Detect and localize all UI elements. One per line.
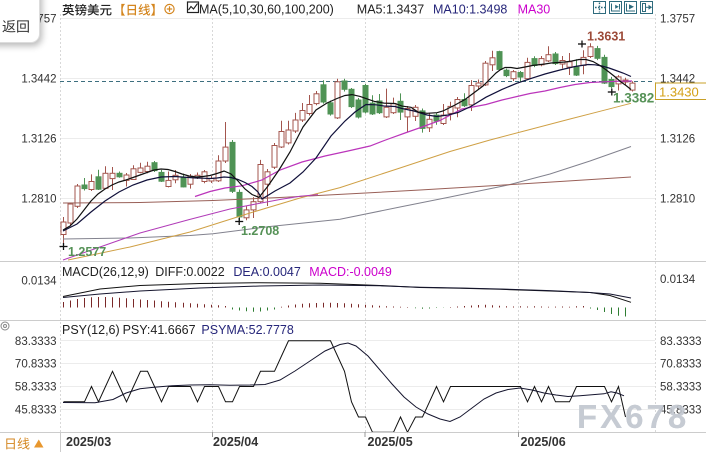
svg-text:2025/04: 2025/04: [213, 435, 258, 449]
svg-text:DIFF:0.0022: DIFF:0.0022: [155, 265, 225, 279]
svg-text:1.2577: 1.2577: [68, 245, 106, 259]
svg-text:1.3126: 1.3126: [660, 133, 695, 145]
svg-text:0.0134: 0.0134: [21, 276, 57, 288]
svg-text:83.3333: 83.3333: [660, 336, 702, 348]
svg-text:MA5:1.3437: MA5:1.3437: [357, 3, 424, 17]
svg-text:MA10:1.3498: MA10:1.3498: [433, 3, 507, 17]
svg-text:1.2810: 1.2810: [660, 193, 695, 205]
svg-text:70.8333: 70.8333: [660, 359, 702, 371]
svg-text:PSYMA:52.7778: PSYMA:52.7778: [201, 323, 293, 337]
svg-text:2025/05: 2025/05: [368, 435, 413, 449]
svg-text:45.8333: 45.8333: [660, 404, 702, 416]
svg-text:0.0134: 0.0134: [660, 274, 696, 286]
svg-text:MA30: MA30: [518, 3, 551, 17]
svg-text:83.3333: 83.3333: [15, 336, 57, 348]
svg-text:1.2810: 1.2810: [21, 193, 56, 205]
svg-text:MACD(26,12,9): MACD(26,12,9): [62, 265, 149, 279]
svg-text:1.2708: 1.2708: [241, 224, 279, 238]
svg-text:1.3430: 1.3430: [659, 84, 699, 99]
svg-text:45.8333: 45.8333: [15, 404, 57, 416]
svg-text:FX678: FX678: [577, 398, 689, 435]
svg-text:PSY:41.6667: PSY:41.6667: [123, 323, 196, 337]
svg-text:1.3382: 1.3382: [613, 91, 654, 106]
svg-text:58.3333: 58.3333: [660, 382, 702, 394]
svg-text:1.3631: 1.3631: [587, 30, 625, 44]
svg-text:1.3126: 1.3126: [21, 133, 56, 145]
svg-text:2025/06: 2025/06: [521, 435, 566, 449]
svg-text:DEA:0.0047: DEA:0.0047: [233, 265, 300, 279]
svg-text:1.3757: 1.3757: [660, 14, 695, 26]
svg-text:MACD:-0.0049: MACD:-0.0049: [309, 265, 392, 279]
svg-text:PSY(12,6): PSY(12,6): [62, 323, 120, 337]
svg-text:70.8333: 70.8333: [15, 359, 57, 371]
svg-text:2025/03: 2025/03: [66, 435, 111, 449]
svg-text:58.3333: 58.3333: [15, 382, 57, 394]
svg-text:MA(5,10,30,60,100,200): MA(5,10,30,60,100,200): [199, 3, 334, 17]
svg-text:FX678: FX678: [577, 398, 689, 435]
svg-text:1.3442: 1.3442: [21, 74, 56, 86]
